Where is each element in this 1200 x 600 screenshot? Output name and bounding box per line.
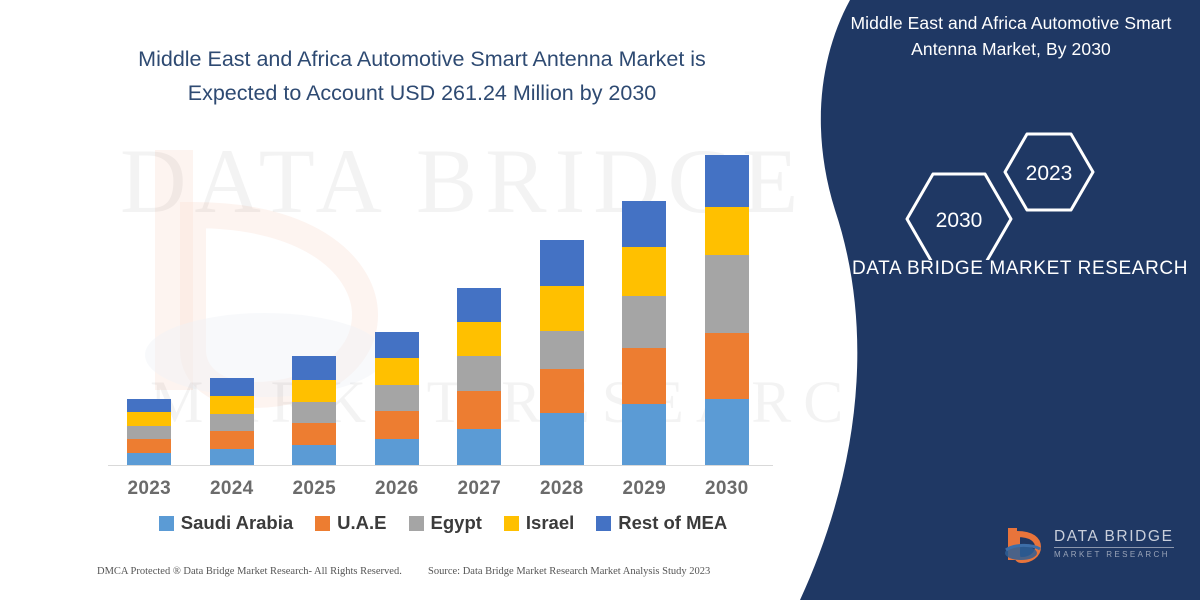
- bar-segment-israel-2025: [292, 380, 337, 402]
- bar-segment-u-a-e-2030: [704, 333, 749, 399]
- bar-segment-saudi-arabia-2027: [457, 429, 502, 466]
- legend-label: Israel: [525, 512, 575, 533]
- panel-title: Middle East and Africa Automotive Smart …: [850, 13, 1172, 59]
- chart-title: Middle East and Africa Automotive Smart …: [138, 47, 706, 105]
- bar-segment-egypt-2024: [209, 414, 254, 431]
- brand-line2: MARKET RESEARCH: [1054, 550, 1170, 560]
- footer: DMCA Protected ® Data Bridge Market Rese…: [0, 566, 800, 590]
- legend-swatch-icon: [596, 515, 612, 531]
- x-axis-labels: 2023 2024 2025 2026 2027 2028 2029 2030: [108, 478, 773, 504]
- brand-logo: DATA BRIDGE MARKET RESEARCH: [998, 516, 1188, 572]
- x-axis-line: [108, 465, 773, 466]
- bar-segment-israel-2029: [622, 247, 667, 296]
- legend-item-rest-of-mea[interactable]: Rest of MEA: [596, 512, 727, 534]
- bar-segment-israel-2023: [127, 412, 172, 426]
- x-axis-label-2028: 2028: [540, 478, 584, 499]
- data-bridge-logo-icon: [1005, 528, 1042, 564]
- legend-label: Egypt: [430, 512, 482, 533]
- bar-2030[interactable]: [704, 155, 749, 466]
- watermark-text-line1: DATA BRIDGE: [120, 128, 1180, 234]
- bar-segment-rest-of-mea-2029: [622, 201, 667, 247]
- bar-segment-israel-2028: [539, 286, 584, 331]
- legend-swatch-icon: [503, 515, 519, 531]
- bar-segment-u-a-e-2024: [209, 431, 254, 449]
- chart-plot-area: [108, 140, 768, 466]
- legend-swatch-icon: [408, 515, 424, 531]
- bar-2029[interactable]: [622, 201, 667, 466]
- legend-item-israel[interactable]: Israel: [503, 512, 575, 534]
- bar-segment-u-a-e-2023: [127, 439, 172, 453]
- hexagon-group: 2023 2030: [855, 130, 1125, 266]
- bar-segment-rest-of-mea-2028: [539, 240, 584, 286]
- bar-segment-egypt-2030: [704, 255, 749, 333]
- x-axis-label-2024: 2024: [210, 478, 254, 499]
- legend-label: Saudi Arabia: [180, 512, 294, 533]
- bar-segment-israel-2030: [704, 207, 749, 255]
- bar-segment-u-a-e-2027: [457, 391, 502, 429]
- chart-legend: Saudi Arabia U.A.E Egypt Israel Rest of MEA: [108, 508, 778, 538]
- hexagon-2023-shape: [1003, 132, 1095, 212]
- x-axis-label-2027: 2027: [457, 478, 501, 499]
- legend-label: Rest of MEA: [618, 512, 728, 533]
- bar-segment-u-a-e-2025: [292, 423, 337, 445]
- bar-segment-u-a-e-2028: [539, 369, 584, 413]
- x-axis-label-2030: 2030: [705, 478, 749, 499]
- watermark-text-line2: MARKET RESEARCH: [150, 368, 1200, 437]
- bar-2025[interactable]: [292, 356, 337, 466]
- bar-segment-saudi-arabia-2024: [209, 449, 254, 466]
- bar-segment-u-a-e-2026: [374, 411, 419, 439]
- bar-segment-egypt-2028: [539, 331, 584, 369]
- bar-segment-saudi-arabia-2023: [127, 453, 172, 466]
- legend-swatch-icon: [158, 515, 174, 531]
- bar-segment-israel-2024: [209, 396, 254, 414]
- bar-2023[interactable]: [127, 399, 172, 466]
- bar-segment-rest-of-mea-2027: [457, 288, 502, 322]
- right-panel: [780, 0, 1200, 600]
- bar-segment-egypt-2025: [292, 402, 337, 423]
- footer-source: Source: Data Bridge Market Research Mark…: [428, 566, 711, 577]
- hexagon-2023-label: 2023: [1026, 162, 1073, 185]
- bar-segment-israel-2027: [457, 322, 502, 356]
- bar-2027[interactable]: [457, 288, 502, 466]
- bar-segment-rest-of-mea-2030: [704, 155, 749, 207]
- bar-segment-egypt-2027: [457, 356, 502, 391]
- legend-label: U.A.E: [337, 512, 387, 533]
- bar-segment-u-a-e-2029: [622, 348, 667, 404]
- bar-segment-saudi-arabia-2025: [292, 445, 337, 466]
- bar-segment-saudi-arabia-2026: [374, 439, 419, 466]
- bar-segment-rest-of-mea-2024: [209, 378, 254, 396]
- bar-segment-saudi-arabia-2029: [622, 404, 667, 466]
- legend-item-u-a-e[interactable]: U.A.E: [315, 512, 387, 534]
- bar-segment-saudi-arabia-2030: [704, 399, 749, 466]
- bar-2024[interactable]: [209, 378, 254, 466]
- bar-segment-saudi-arabia-2028: [539, 413, 584, 466]
- x-axis-label-2025: 2025: [292, 478, 336, 499]
- bar-segment-egypt-2029: [622, 296, 667, 348]
- bar-2028[interactable]: [539, 240, 584, 466]
- legend-swatch-icon: [315, 515, 331, 531]
- legend-item-saudi-arabia[interactable]: Saudi Arabia: [158, 512, 294, 534]
- brand-divider: [1054, 547, 1174, 549]
- x-axis-label-2029: 2029: [622, 478, 666, 499]
- bar-segment-rest-of-mea-2025: [292, 356, 337, 380]
- bar-segment-egypt-2023: [127, 426, 172, 439]
- x-axis-label-2023: 2023: [127, 478, 171, 499]
- hexagon-2030-label: 2030: [936, 209, 983, 232]
- company-name: DATA BRIDGE MARKET RESEARCH: [851, 258, 1189, 279]
- bar-segment-rest-of-mea-2023: [127, 399, 172, 412]
- footer-copyright: DMCA Protected ® Data Bridge Market Rese…: [97, 566, 402, 577]
- brand-line1: DATA BRIDGE: [1054, 527, 1174, 545]
- legend-item-egypt[interactable]: Egypt: [408, 512, 482, 534]
- bar-segment-rest-of-mea-2026: [374, 332, 419, 358]
- x-axis-label-2026: 2026: [375, 478, 419, 499]
- bar-segment-israel-2026: [374, 358, 419, 385]
- bar-segment-egypt-2026: [374, 385, 419, 411]
- bar-2026[interactable]: [374, 332, 419, 466]
